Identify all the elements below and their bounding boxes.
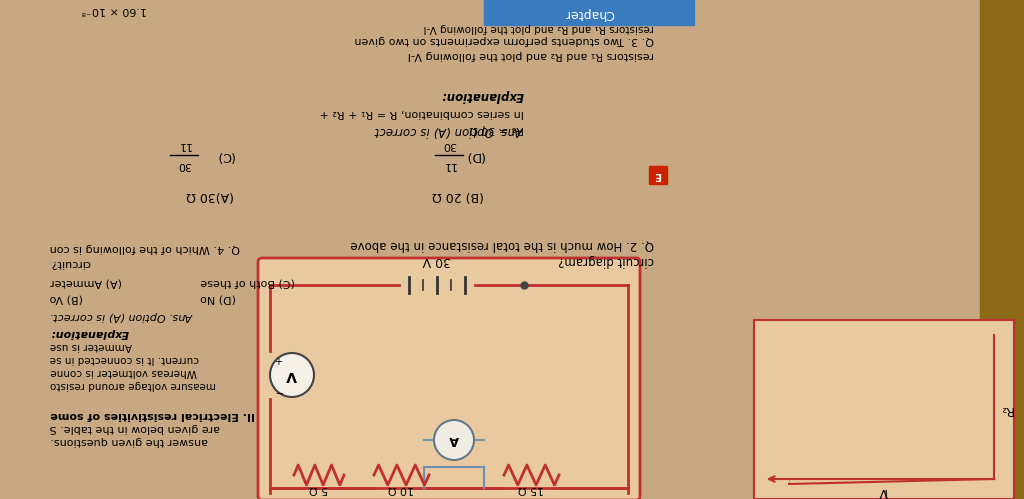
Text: II. Electrical resistivities of some: II. Electrical resistivities of some xyxy=(50,410,255,420)
Text: (D): (D) xyxy=(465,149,484,162)
Text: Ans. Option (A) is correct: Ans. Option (A) is correct xyxy=(376,123,524,137)
Text: A: A xyxy=(450,434,459,447)
Text: Whereas voltmeter is conne: Whereas voltmeter is conne xyxy=(50,367,197,377)
Text: 30: 30 xyxy=(177,160,191,170)
Text: circuit?: circuit? xyxy=(50,258,90,268)
Text: R₃ = 30 Ω: R₃ = 30 Ω xyxy=(469,124,524,134)
Text: 1.60 × 10⁻⁸: 1.60 × 10⁻⁸ xyxy=(81,5,146,15)
Text: R₂: R₂ xyxy=(999,404,1013,417)
Text: (A)30 Ω: (A)30 Ω xyxy=(186,189,234,202)
Text: measure voltage around resisto: measure voltage around resisto xyxy=(50,380,216,390)
Text: (B) Vo: (B) Vo xyxy=(50,293,83,303)
Text: 30: 30 xyxy=(442,140,456,150)
Text: current. It is connected in se: current. It is connected in se xyxy=(50,354,200,364)
Bar xyxy=(484,0,694,25)
Text: +: + xyxy=(274,354,282,364)
Text: 5 Ω: 5 Ω xyxy=(309,484,329,494)
Text: V: V xyxy=(880,485,888,498)
Text: (D) No: (D) No xyxy=(200,293,236,303)
Text: Ans. Option (A) is correct.: Ans. Option (A) is correct. xyxy=(50,311,194,321)
Text: 30 V: 30 V xyxy=(423,254,452,267)
Text: Q. 2. How much is the total resistance in the above: Q. 2. How much is the total resistance i… xyxy=(350,239,654,251)
Text: V: V xyxy=(287,368,297,382)
FancyBboxPatch shape xyxy=(258,258,640,499)
Text: (C): (C) xyxy=(215,149,234,162)
Text: Q. 3. Two students perform experiments on two given: Q. 3. Two students perform experiments o… xyxy=(354,35,654,45)
Circle shape xyxy=(434,420,474,460)
Text: 11: 11 xyxy=(177,140,191,150)
Text: (B) 20 Ω: (B) 20 Ω xyxy=(432,189,484,202)
Text: are given below in the table. S: are given below in the table. S xyxy=(50,423,220,433)
Text: (C) Both of these: (C) Both of these xyxy=(200,278,295,288)
Text: 15 Ω: 15 Ω xyxy=(518,484,544,494)
Text: resistors R₁ and R₂ and plot the following V-I: resistors R₁ and R₂ and plot the followi… xyxy=(408,50,654,60)
Text: E: E xyxy=(654,170,662,180)
Text: resistors R₁ and R₂ and plot the following V-I: resistors R₁ and R₂ and plot the followi… xyxy=(424,23,654,33)
Text: Chapter: Chapter xyxy=(564,6,614,19)
Circle shape xyxy=(270,353,314,397)
Text: Q. 4. Which of the following is con: Q. 4. Which of the following is con xyxy=(50,243,241,253)
Bar xyxy=(980,0,1024,499)
Bar xyxy=(754,320,1014,499)
Text: 10 Ω: 10 Ω xyxy=(388,484,414,494)
Text: I: I xyxy=(883,485,886,498)
Text: answer the given questions.: answer the given questions. xyxy=(50,436,208,446)
Text: Explanation:: Explanation: xyxy=(50,328,129,338)
Bar xyxy=(649,166,667,184)
Text: In series combination, R = R₁ + R₂ +: In series combination, R = R₁ + R₂ + xyxy=(319,108,524,118)
Text: circuit diagram?: circuit diagram? xyxy=(558,253,654,266)
Text: −: − xyxy=(274,386,282,396)
Text: Ammeter is use: Ammeter is use xyxy=(50,341,132,351)
Text: (A) Ammeter: (A) Ammeter xyxy=(50,278,122,288)
Text: Explanation:: Explanation: xyxy=(441,88,524,101)
Text: 11: 11 xyxy=(442,160,456,170)
